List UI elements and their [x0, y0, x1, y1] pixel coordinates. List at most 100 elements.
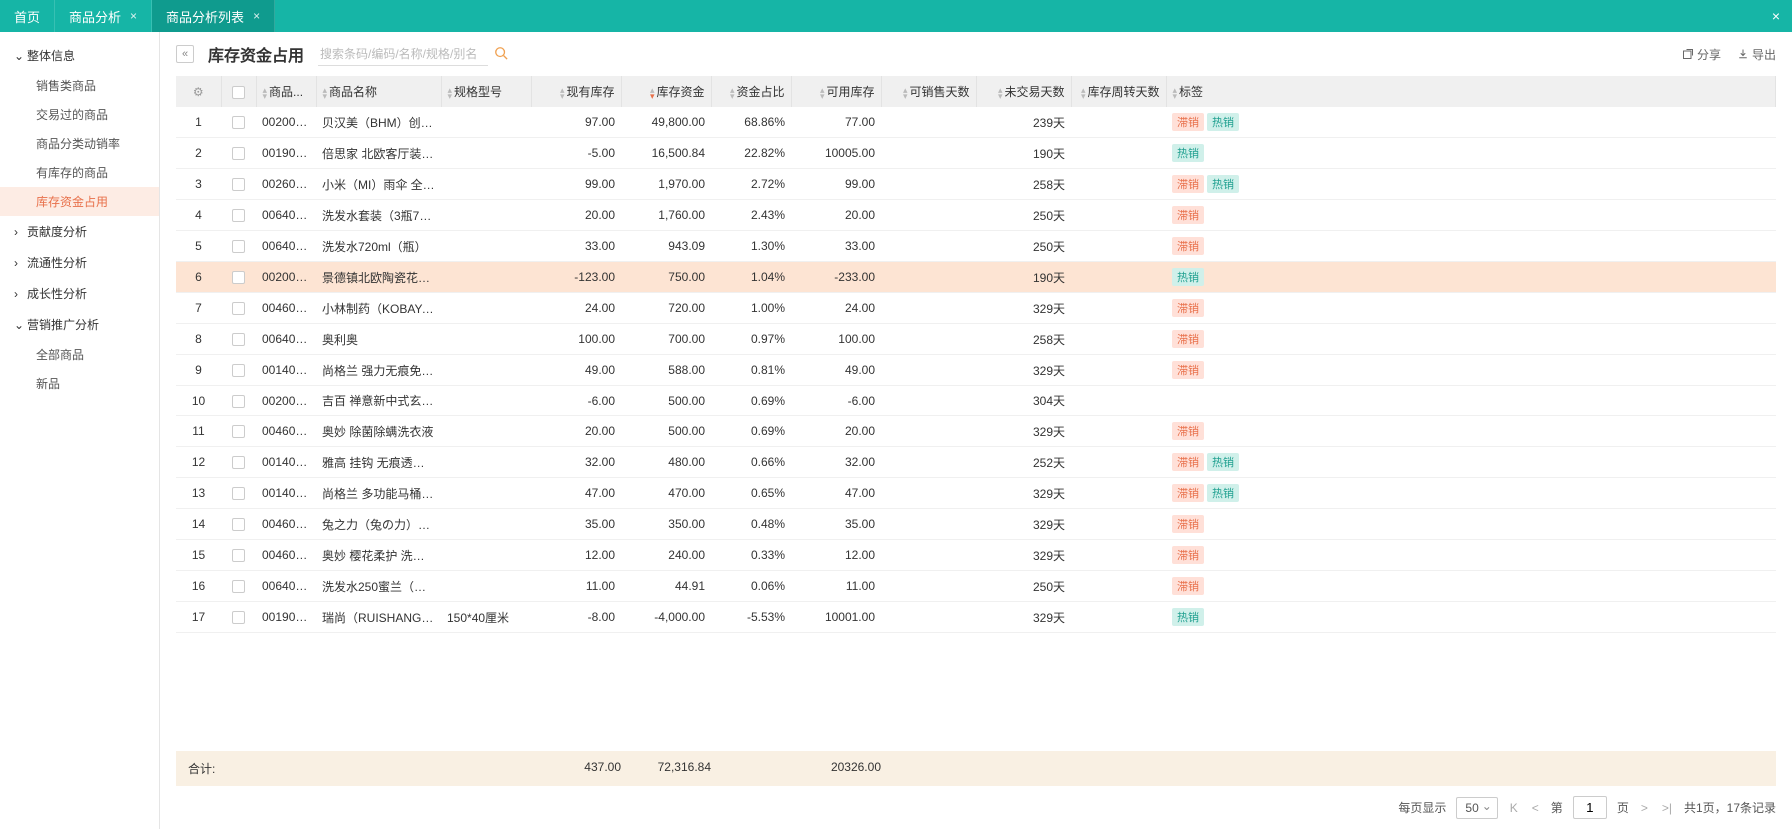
row-checkbox[interactable]: [232, 549, 245, 562]
row-checkbox[interactable]: [232, 209, 245, 222]
table-row[interactable]: 12001400...雅高 挂钩 无痕透明粘钩 强32.00480.000.66…: [176, 447, 1776, 478]
cell-tags: 滞销: [1166, 200, 1776, 231]
row-checkbox[interactable]: [232, 580, 245, 593]
tabs-close-button[interactable]: ×: [1760, 0, 1792, 32]
per-page-select[interactable]: 50: [1456, 797, 1497, 819]
sidebar-item[interactable]: 新品: [0, 369, 159, 398]
cell-checkbox[interactable]: [221, 571, 256, 602]
row-checkbox[interactable]: [232, 395, 245, 408]
page-input[interactable]: [1573, 796, 1607, 819]
table-row[interactable]: 16006400...洗发水250蜜兰（袋）11.0044.910.06%11.…: [176, 571, 1776, 602]
col-spec[interactable]: ▴▾规格型号: [441, 76, 531, 107]
row-checkbox[interactable]: [232, 271, 245, 284]
cell-checkbox[interactable]: [221, 262, 256, 293]
cell-name: 小林制药（KOBAYASHI）日: [316, 293, 441, 324]
cell-checkbox[interactable]: [221, 447, 256, 478]
col-fund[interactable]: ▴▾库存资金: [621, 76, 711, 107]
top-tab[interactable]: 商品分析列表×: [152, 0, 275, 32]
row-checkbox[interactable]: [232, 487, 245, 500]
cell-checkbox[interactable]: [221, 509, 256, 540]
sidebar-group-title[interactable]: ›流通性分析: [0, 247, 159, 278]
cell-checkbox[interactable]: [221, 324, 256, 355]
cell-tdays: [1071, 416, 1166, 447]
sidebar-item[interactable]: 全部商品: [0, 340, 159, 369]
sidebar-item[interactable]: 交易过的商品: [0, 100, 159, 129]
table-row[interactable]: 8006400...奥利奥100.00700.000.97%100.00258天…: [176, 324, 1776, 355]
cell-checkbox[interactable]: [221, 602, 256, 633]
cell-checkbox[interactable]: [221, 200, 256, 231]
table-row[interactable]: 4006400...洗发水套装（3瓶720ml+1）20.001,760.002…: [176, 200, 1776, 231]
cell-checkbox[interactable]: [221, 231, 256, 262]
row-checkbox[interactable]: [232, 333, 245, 346]
cell-checkbox[interactable]: [221, 416, 256, 447]
col-tdays[interactable]: ▴▾库存周转天数: [1071, 76, 1166, 107]
row-checkbox[interactable]: [232, 240, 245, 253]
cell-checkbox[interactable]: [221, 386, 256, 416]
col-pct[interactable]: ▴▾资金占比: [711, 76, 791, 107]
row-checkbox[interactable]: [232, 611, 245, 624]
table-row[interactable]: 6002000...景德镇北欧陶瓷花瓶摆件 仿-123.00750.001.04…: [176, 262, 1776, 293]
sidebar-item[interactable]: 商品分类动销率: [0, 129, 159, 158]
col-name[interactable]: ▴▾商品名称: [316, 76, 441, 107]
col-checkbox-all[interactable]: [221, 76, 256, 107]
top-tab[interactable]: 商品分析×: [55, 0, 152, 32]
cell-checkbox[interactable]: [221, 355, 256, 386]
close-icon[interactable]: ×: [130, 9, 137, 23]
row-checkbox[interactable]: [232, 178, 245, 191]
table-row[interactable]: 17001900...瑞尚（RUISHANG）卧室沙150*40厘米-8.00-…: [176, 602, 1776, 633]
share-button[interactable]: 分享: [1682, 46, 1721, 63]
top-tab[interactable]: 首页: [0, 0, 55, 32]
sidebar-item[interactable]: 销售类商品: [0, 71, 159, 100]
export-button[interactable]: 导出: [1737, 46, 1776, 63]
table-row[interactable]: 15004600...奥妙 樱花柔护 洗衣凝珠 1012.00240.000.3…: [176, 540, 1776, 571]
table-row[interactable]: 11004600...奥妙 除菌除螨洗衣液20.00500.000.69%20.…: [176, 416, 1776, 447]
col-avail[interactable]: ▴▾可用库存: [791, 76, 881, 107]
close-icon[interactable]: ×: [253, 9, 260, 23]
cell-checkbox[interactable]: [221, 169, 256, 200]
col-code[interactable]: ▴▾商品...: [256, 76, 316, 107]
page-next-button[interactable]: >: [1639, 801, 1650, 815]
cell-checkbox[interactable]: [221, 540, 256, 571]
sidebar-group-title[interactable]: ›成长性分析: [0, 278, 159, 309]
page-first-button[interactable]: K: [1508, 801, 1520, 815]
cell-checkbox[interactable]: [221, 293, 256, 324]
table-row[interactable]: 9001400...尚格兰 强力无痕免打孔浴室49.00588.000.81%4…: [176, 355, 1776, 386]
gear-icon[interactable]: ⚙: [193, 85, 204, 99]
row-checkbox[interactable]: [232, 364, 245, 377]
cell-tdays: [1071, 478, 1166, 509]
row-checkbox[interactable]: [232, 518, 245, 531]
row-checkbox[interactable]: [232, 147, 245, 160]
col-stock[interactable]: ▴▾现有库存: [531, 76, 621, 107]
search-input[interactable]: [318, 43, 488, 66]
row-checkbox[interactable]: [232, 425, 245, 438]
table-row[interactable]: 13001400...尚格兰 多功能马桶刷套装 马47.00470.000.65…: [176, 478, 1776, 509]
sidebar-group-title[interactable]: ⌄整体信息: [0, 40, 159, 71]
sidebar-group-title[interactable]: ›贡献度分析: [0, 216, 159, 247]
checkbox-all[interactable]: [232, 86, 245, 99]
sidebar-item[interactable]: 库存资金占用: [0, 187, 159, 216]
page-last-button[interactable]: >|: [1660, 801, 1674, 815]
table-row[interactable]: 5006400...洗发水720ml（瓶）33.00943.091.30%33.…: [176, 231, 1776, 262]
table-row[interactable]: 7004600...小林制药（KOBAYASHI）日24.00720.001.0…: [176, 293, 1776, 324]
table-row[interactable]: 3002600...小米（MI）雨伞 全自动折叠99.001,970.002.7…: [176, 169, 1776, 200]
table-row[interactable]: 10002000...吉百 禅意新中式玄关摆件客-6.00500.000.69%…: [176, 386, 1776, 416]
search-icon[interactable]: [494, 46, 508, 63]
row-checkbox[interactable]: [232, 456, 245, 469]
page-prev-button[interactable]: <: [1530, 801, 1541, 815]
table-row[interactable]: 2001900...倍思家 北欧客厅装饰画卧室-5.0016,500.8422.…: [176, 138, 1776, 169]
cell-checkbox[interactable]: [221, 478, 256, 509]
cell-udays: 250天: [976, 231, 1071, 262]
col-tags[interactable]: ▴▾标签: [1166, 76, 1776, 107]
sidebar-item[interactable]: 有库存的商品: [0, 158, 159, 187]
row-checkbox[interactable]: [232, 116, 245, 129]
col-sdays[interactable]: ▴▾可销售天数: [881, 76, 976, 107]
table-row[interactable]: 14004600...兔之力（兔の力）粘毛器粘35.00350.000.48%3…: [176, 509, 1776, 540]
col-gear[interactable]: ⚙: [176, 76, 221, 107]
cell-checkbox[interactable]: [221, 107, 256, 138]
cell-checkbox[interactable]: [221, 138, 256, 169]
row-checkbox[interactable]: [232, 302, 245, 315]
collapse-sidebar-button[interactable]: «: [176, 45, 194, 63]
col-udays[interactable]: ▴▾未交易天数: [976, 76, 1071, 107]
table-row[interactable]: 1002000...贝汉美（BHM）创意北欧风97.0049,800.0068.…: [176, 107, 1776, 138]
sidebar-group-title[interactable]: ⌄营销推广分析: [0, 309, 159, 340]
